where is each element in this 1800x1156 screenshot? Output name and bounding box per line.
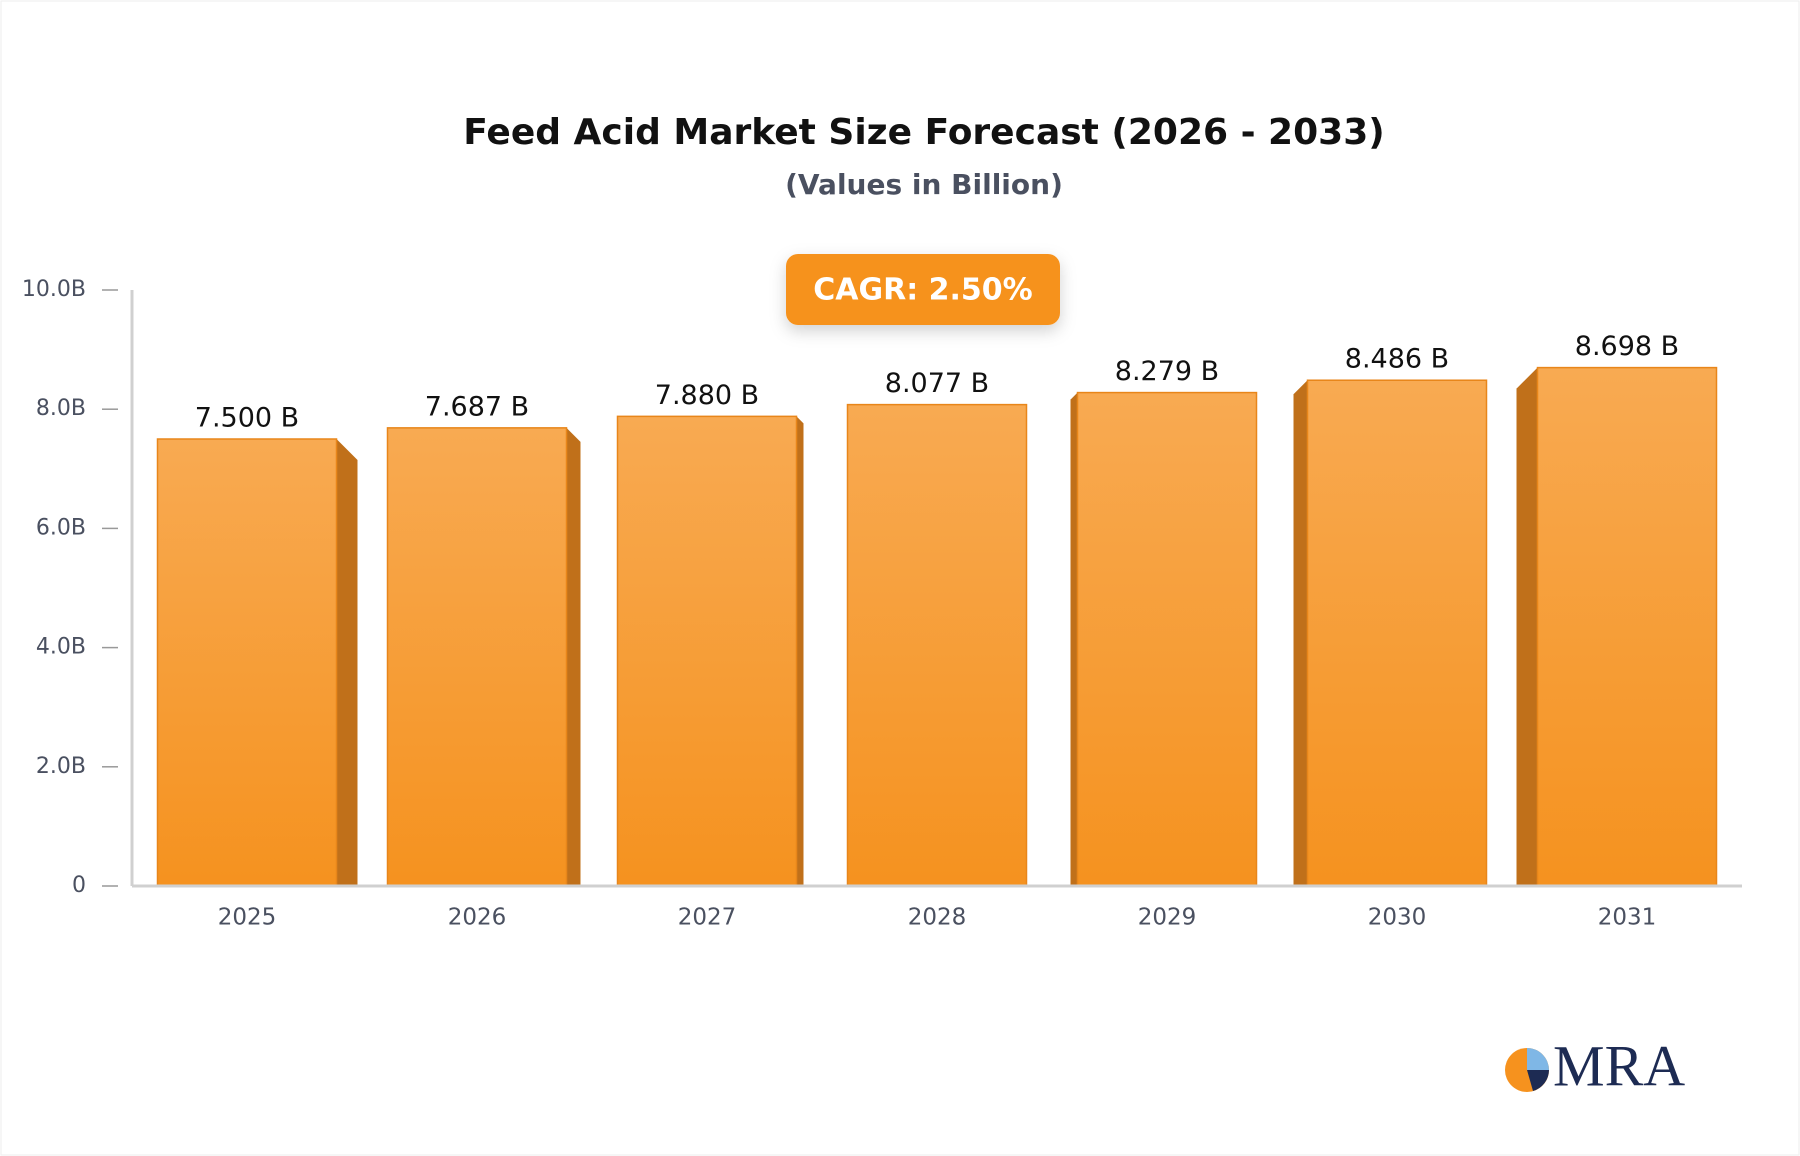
y-tick-label: 10.0B <box>22 277 86 302</box>
badge-box <box>786 254 1060 325</box>
y-tick-label: 2.0B <box>36 754 86 779</box>
bar-side <box>336 439 358 886</box>
bar-side <box>1516 367 1538 886</box>
bar-side <box>1070 392 1078 886</box>
x-tick-label: 2026 <box>448 905 507 931</box>
logo-slice <box>1527 1070 1549 1091</box>
logo: MRA <box>1505 1033 1685 1098</box>
bar <box>846 403 1028 887</box>
x-tick-label: 2030 <box>1368 905 1427 931</box>
value-label: 8.698 B <box>1575 331 1679 362</box>
bar <box>1306 379 1488 887</box>
value-label: 7.880 B <box>655 380 759 411</box>
value-label: 7.687 B <box>425 391 529 422</box>
bar-side <box>566 427 581 886</box>
y-tick-label: 4.0B <box>36 635 86 660</box>
bar-side <box>1293 380 1308 886</box>
cagr-badge: CAGR: 2.50% <box>786 254 1060 325</box>
x-tick-label: 2025 <box>218 905 277 931</box>
y-tick-label: 8.0B <box>36 396 86 421</box>
chart-subtitle: (Values in Billion) <box>785 168 1063 201</box>
value-label: 8.077 B <box>885 368 989 399</box>
bar <box>1076 391 1258 887</box>
value-label: 8.486 B <box>1345 344 1449 375</box>
chart-title: Feed Acid Market Size Forecast (2026 - 2… <box>463 112 1384 153</box>
value-label: 8.279 B <box>1115 356 1219 387</box>
x-tick-label: 2028 <box>908 905 967 931</box>
logo-slice <box>1527 1048 1549 1070</box>
x-tick-label: 2029 <box>1138 905 1197 931</box>
bar <box>1536 366 1718 887</box>
bar <box>616 415 798 887</box>
y-tick-label: 6.0B <box>36 515 86 540</box>
cagr-label: CAGR: 2.50% <box>813 273 1032 308</box>
x-tick-label: 2031 <box>1598 905 1657 931</box>
bar <box>386 427 568 887</box>
value-label: 7.500 B <box>195 403 299 434</box>
bar <box>156 438 338 887</box>
logo-text: MRA <box>1553 1033 1685 1098</box>
x-tick-label: 2027 <box>678 905 737 931</box>
y-tick-label: 0 <box>72 873 86 898</box>
bar-side <box>796 416 804 886</box>
